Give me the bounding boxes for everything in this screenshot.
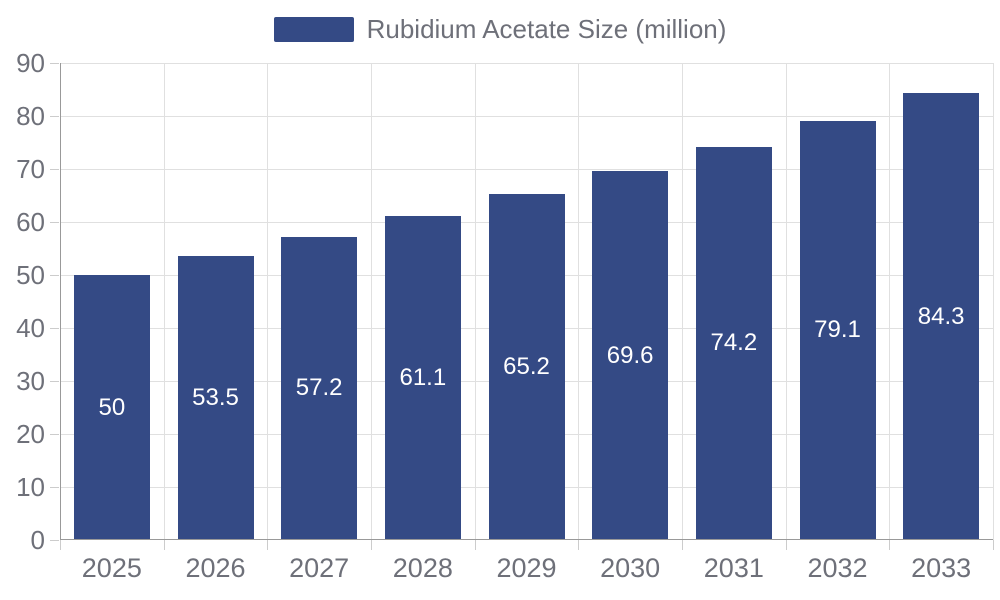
x-axis-tick (889, 540, 891, 550)
y-axis-label: 90 (16, 48, 45, 78)
x-axis-tick (267, 540, 269, 550)
x-gridline (371, 63, 372, 540)
y-axis-label: 60 (16, 207, 45, 237)
y-axis-label: 50 (16, 260, 45, 290)
y-axis-tick (50, 487, 59, 488)
x-gridline (578, 63, 580, 540)
bar-value-label: 84.3 (917, 302, 965, 330)
x-gridline (889, 63, 891, 540)
x-axis-tick (371, 540, 372, 550)
x-axis-tick (474, 540, 476, 550)
bar-2025[interactable]: 50 (73, 275, 150, 540)
bar-2033[interactable]: 84.3 (903, 93, 980, 540)
y-gridline (60, 169, 993, 170)
y-axis-tick (50, 434, 59, 435)
x-gridline (993, 63, 994, 540)
y-axis-label: 70 (16, 154, 45, 184)
legend[interactable]: Rubidium Acetate Size (million) (0, 16, 1000, 42)
y-axis-tick (50, 63, 59, 64)
x-axis-label-2027: 2027 (289, 553, 350, 583)
y-axis-tick (50, 540, 59, 541)
x-axis-label-2029: 2029 (496, 553, 557, 583)
legend-label: Rubidium Acetate Size (million) (366, 14, 727, 44)
x-axis-label-2032: 2032 (807, 553, 868, 583)
x-gridline (785, 63, 787, 540)
x-axis-tick (163, 540, 165, 550)
x-gridline (163, 63, 165, 540)
y-gridline (60, 63, 993, 64)
y-gridline (60, 116, 993, 117)
bar-value-label: 74.2 (710, 329, 758, 357)
x-axis-label-2030: 2030 (600, 553, 661, 583)
bar-value-label: 57.2 (295, 374, 343, 402)
bar-value-label: 53.5 (192, 384, 239, 412)
bar-value-label: 69.6 (606, 341, 654, 369)
x-axis-tick (60, 540, 61, 550)
bar-2027[interactable]: 57.2 (281, 236, 358, 540)
y-axis-tick (50, 381, 59, 382)
y-axis-label: 40 (16, 313, 45, 343)
x-gridline (267, 63, 269, 540)
legend-swatch (273, 16, 354, 42)
y-axis-tick (50, 116, 59, 117)
bar-value-label: 50 (98, 393, 126, 421)
y-axis-label: 20 (16, 419, 45, 449)
x-axis-tick (785, 540, 787, 550)
x-axis-label-2031: 2031 (703, 553, 764, 583)
x-axis-tick (682, 540, 683, 550)
bar-2031[interactable]: 74.2 (695, 146, 772, 540)
y-axis-tick (50, 169, 59, 170)
x-axis-label-2033: 2033 (911, 553, 972, 583)
x-axis-tick (993, 540, 994, 550)
y-axis-label: 10 (16, 472, 45, 502)
y-axis-line (60, 63, 61, 540)
x-gridline (682, 63, 683, 540)
y-axis-label: 80 (16, 101, 45, 131)
y-axis-label: 0 (30, 525, 45, 555)
bar-2030[interactable]: 69.6 (592, 171, 669, 540)
bar-2029[interactable]: 65.2 (488, 194, 565, 540)
x-axis-label-2025: 2025 (81, 553, 142, 583)
y-axis-tick (50, 275, 59, 276)
x-axis-tick (578, 540, 580, 550)
bar-2032[interactable]: 79.1 (799, 120, 876, 540)
plot-area: 0 10 20 30 40 50 60 70 80 90 50 2025 53.5 2026 57.2 202… (16, 50, 994, 582)
bar-2028[interactable]: 61.1 (384, 216, 461, 540)
y-axis-label: 30 (16, 366, 45, 396)
bar-value-label: 79.1 (814, 316, 861, 344)
bar-value-label: 61.1 (399, 364, 447, 392)
y-axis-tick (50, 222, 59, 223)
x-gridline (474, 63, 476, 540)
bar-2026[interactable]: 53.5 (177, 256, 254, 540)
bar-value-label: 65.2 (503, 353, 550, 381)
x-axis-label-2028: 2028 (392, 553, 453, 583)
x-axis-line (60, 539, 993, 540)
y-axis-tick (50, 328, 59, 329)
x-axis-label-2026: 2026 (185, 553, 246, 583)
